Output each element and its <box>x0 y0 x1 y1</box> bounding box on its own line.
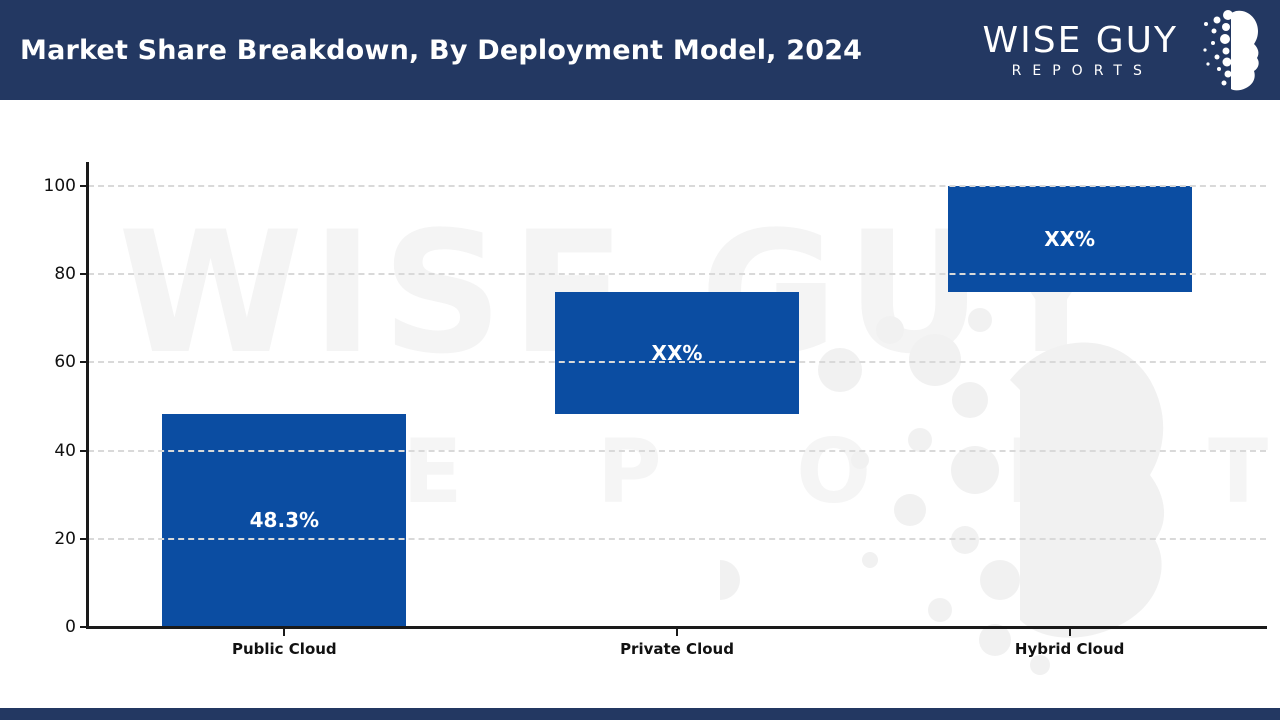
gridline-y20 <box>88 537 1266 540</box>
y-tick-label: 100 <box>43 176 76 196</box>
wiseguy-logo-line1: WISE GUY <box>982 19 1178 61</box>
footer-bar <box>0 708 1280 720</box>
wiseguy-logo-line2: REPORTS <box>1011 62 1153 79</box>
y-tick-mark <box>80 537 88 540</box>
y-axis-line <box>86 162 89 629</box>
x-tick-mark <box>283 629 286 636</box>
bar-value-label: XX% <box>1044 226 1096 251</box>
x-tick-mark <box>1068 629 1071 636</box>
bar-private-cloud <box>555 291 799 414</box>
x-category-label: Private Cloud <box>620 640 734 658</box>
x-axis-line <box>86 626 1267 629</box>
x-category-label: Hybrid Cloud <box>1014 640 1125 658</box>
bar-public-cloud <box>162 413 407 627</box>
gridline-y80 <box>88 273 1266 276</box>
header: Market Share Breakdown, By Deployment Mo… <box>0 0 1280 100</box>
y-tick-mark <box>80 361 88 364</box>
y-tick-label: 40 <box>54 440 76 461</box>
wiseguy-logo: WISE GUY REPORTS <box>983 7 1263 93</box>
y-tick-label: 60 <box>54 352 76 373</box>
chart-title: Market Share Breakdown, By Deployment Mo… <box>20 34 863 66</box>
bar-value-label: 48.3% <box>249 508 320 533</box>
wiseguy-logo-text: WISE GUY REPORTS <box>982 19 1179 79</box>
gridline-y60 <box>88 361 1266 364</box>
y-tick-mark <box>80 185 88 187</box>
bar-value-label: XX% <box>651 340 703 365</box>
x-tick-mark <box>676 629 678 636</box>
y-tick-label: 0 <box>65 617 76 637</box>
y-tick-label: 80 <box>54 264 76 285</box>
y-tick-mark <box>80 626 88 628</box>
x-category-label: Public Cloud <box>231 640 337 658</box>
y-tick-mark <box>80 449 88 452</box>
y-tick-mark <box>80 273 88 276</box>
gridline-y40 <box>88 449 1266 452</box>
wiseguy-face-icon <box>1203 10 1259 91</box>
y-tick-label: 20 <box>54 528 76 549</box>
gridline-y100 <box>88 185 1266 187</box>
